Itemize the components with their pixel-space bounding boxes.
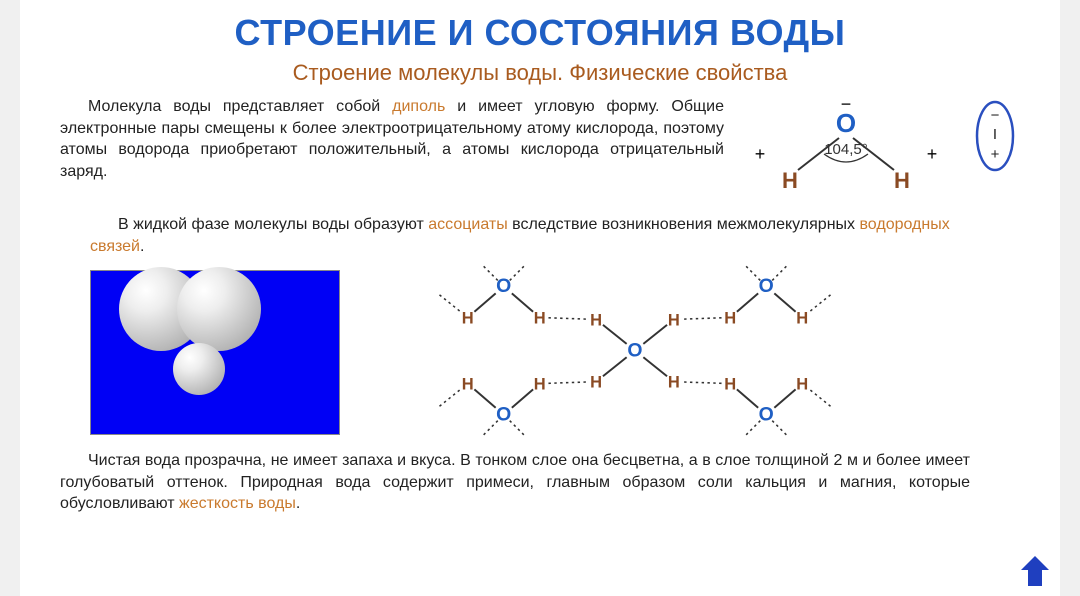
dipole-plus: + — [991, 146, 1000, 163]
paragraph-dipole: Молекула воды представляет собой диполь … — [60, 96, 724, 182]
hydrogen-bond — [772, 265, 787, 280]
water-angle-diagram: − O 104,5° H H + + — [742, 96, 952, 206]
oxygen-atom: O — [496, 275, 511, 297]
hydrogen-atom: H — [724, 309, 736, 328]
row-diagrams: O O O O O H H H H H H H H H H H H — [60, 265, 1020, 440]
covalent-bond — [643, 325, 667, 344]
hydrogen-bond-network: O O O O O H H H H H H H H H H H H — [380, 265, 890, 440]
hydrogen-bond — [810, 390, 831, 407]
hydrogen-bond — [683, 318, 722, 319]
page: СТРОЕНИЕ И СОСТОЯНИЯ ВОДЫ Строение молек… — [20, 0, 1060, 596]
hydrogen-bond — [510, 421, 525, 436]
oxygen-atom: O — [496, 404, 511, 426]
p1-hl0: диполь — [392, 98, 445, 115]
p2-t1: вследствие возникновения межмолекулярных — [508, 216, 860, 233]
plus-right: + — [927, 144, 938, 164]
arrow-up-icon[interactable] — [1018, 554, 1052, 588]
hydrogen-atom: H — [668, 373, 680, 392]
covalent-bond — [474, 294, 495, 312]
p2-t0: В жидкой фазе молекулы воды образуют — [118, 216, 428, 233]
oxygen-atom: O — [627, 340, 642, 362]
hydrogen-bond — [548, 318, 587, 319]
hydrogen-left: H — [782, 168, 798, 193]
covalent-bond — [737, 390, 758, 408]
hydrogen-atom: H — [534, 309, 546, 328]
covalent-bond — [474, 390, 495, 408]
dipole-minus: − — [991, 107, 1000, 124]
hydrogen-atom: H — [462, 309, 474, 328]
page-title: СТРОЕНИЕ И СОСТОЯНИЯ ВОДЫ — [60, 12, 1020, 54]
p3-hl0: жесткость воды — [179, 495, 296, 512]
dipole-badge: − I + — [970, 96, 1020, 176]
covalent-bond — [774, 294, 795, 312]
hydrogen-bond — [510, 265, 525, 280]
covalent-bond — [512, 294, 533, 312]
hydrogen-bond — [439, 390, 460, 407]
atom-sphere — [173, 343, 225, 395]
covalent-bond — [512, 390, 533, 408]
oxygen-atom: O — [759, 404, 774, 426]
hydrogen-atom: H — [590, 310, 602, 329]
molecule-3d-model — [90, 270, 340, 435]
hydrogen-atom: H — [590, 373, 602, 392]
hydrogen-bond — [683, 382, 722, 383]
hydrogen-right: H — [894, 168, 910, 193]
hydrogen-atom: H — [796, 309, 808, 328]
angle-label: 104,5° — [824, 141, 868, 158]
covalent-bond — [737, 294, 758, 312]
covalent-bond — [774, 390, 795, 408]
oxygen-atom: O — [836, 108, 856, 138]
hydrogen-bond — [548, 382, 587, 383]
covalent-bond — [643, 357, 667, 376]
hydrogen-bond — [810, 294, 831, 311]
hydrogen-atom: H — [724, 375, 736, 394]
covalent-bond — [603, 325, 627, 344]
row-intro: Молекула воды представляет собой диполь … — [60, 96, 1020, 206]
oxygen-atom: O — [759, 275, 774, 297]
hydrogen-bond — [772, 421, 787, 436]
covalent-bond — [603, 357, 627, 376]
plus-left: + — [755, 144, 766, 164]
paragraph-associates: В жидкой фазе молекулы воды образуют асс… — [60, 214, 1020, 257]
hydrogen-atom: H — [668, 310, 680, 329]
hydrogen-bond — [439, 294, 460, 311]
p3-t1: . — [296, 495, 300, 512]
dipole-bar: I — [993, 126, 997, 143]
paragraph-properties: Чистая вода прозрачна, не имеет запаха и… — [60, 450, 1020, 515]
atom-sphere — [177, 267, 261, 351]
page-subtitle: Строение молекулы воды. Физические свойс… — [60, 60, 1020, 86]
hydrogen-atom: H — [462, 375, 474, 394]
hydrogen-atom: H — [534, 375, 546, 394]
p2-hl0: ассоциаты — [428, 216, 507, 233]
p2-t2: . — [140, 238, 144, 255]
p1-t0: Молекула воды представляет собой — [88, 98, 392, 115]
hydrogen-atom: H — [796, 375, 808, 394]
